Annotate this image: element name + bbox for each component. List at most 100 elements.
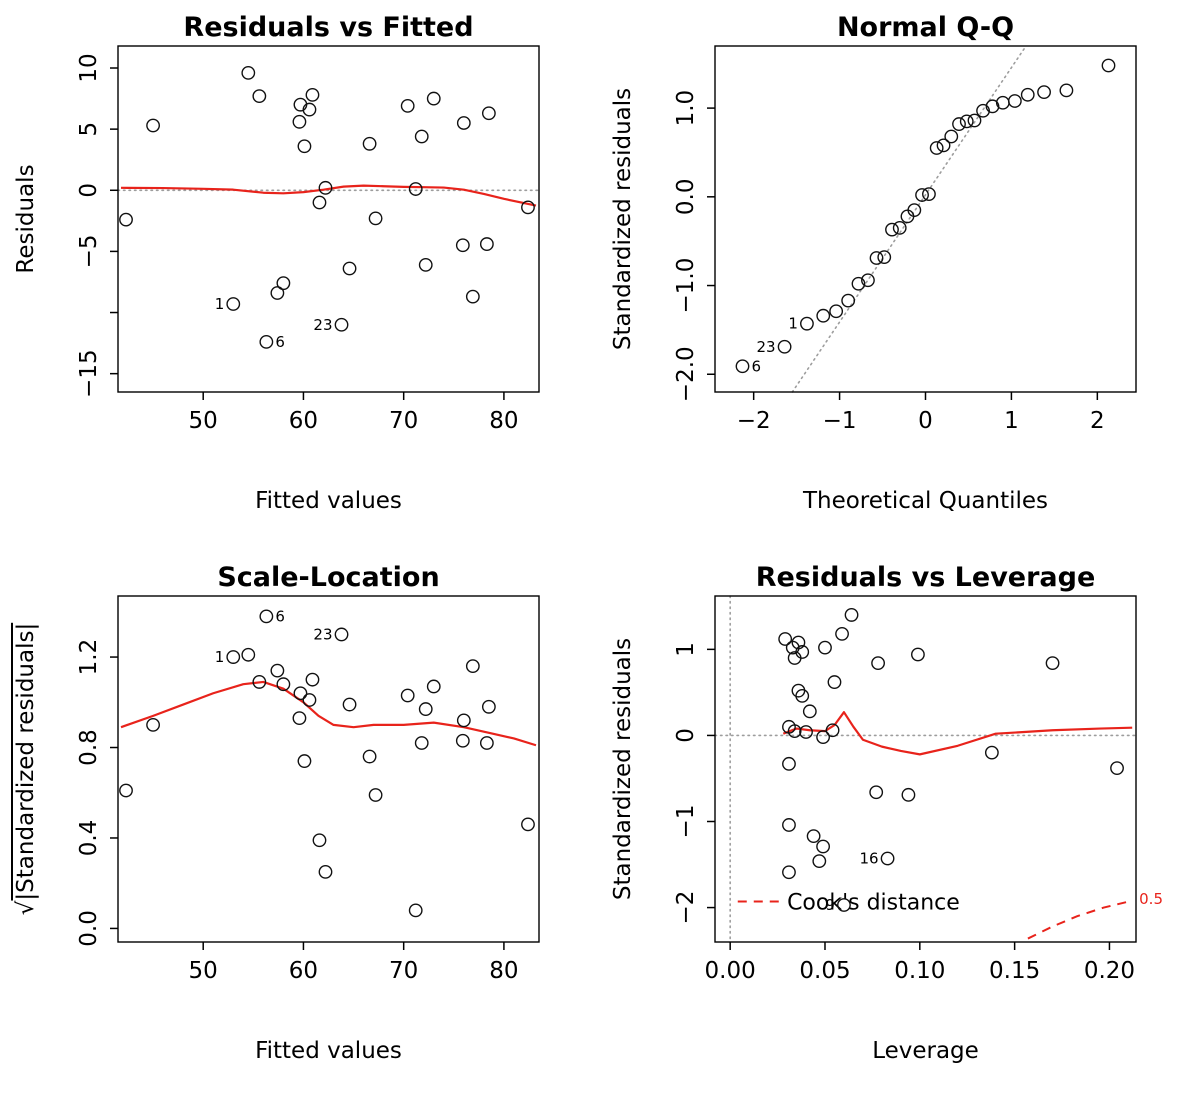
data-point xyxy=(297,139,312,154)
data-point xyxy=(293,686,308,701)
smoother-line xyxy=(782,711,1133,756)
data-point xyxy=(521,817,535,832)
data-point xyxy=(959,114,974,129)
data-point xyxy=(1020,87,1035,102)
data-point xyxy=(782,818,796,832)
y-axis-label: Residuals xyxy=(13,164,39,274)
data-point xyxy=(305,672,320,687)
y-tick-label: −1.0 xyxy=(673,258,699,314)
y-tick-label: 0.0 xyxy=(76,910,102,947)
y-axis-label: Standardized residuals xyxy=(610,87,636,351)
data-point xyxy=(907,203,922,218)
data-point xyxy=(952,117,966,131)
x-tick-label: 0 xyxy=(918,408,933,434)
data-point xyxy=(929,141,944,155)
scale-location-plot: 6 1 23 50 60 70 80 0.0 0.4 0.8 1.2 xyxy=(76,595,540,984)
data-point xyxy=(270,663,285,678)
data-point xyxy=(976,103,990,118)
data-point xyxy=(292,114,307,129)
point-label: 9 xyxy=(825,896,835,914)
x-tick-label: −1 xyxy=(823,408,857,434)
data-point xyxy=(297,754,312,768)
data-point xyxy=(318,864,333,879)
data-point xyxy=(259,334,274,349)
data-point xyxy=(877,250,892,265)
data-point xyxy=(782,756,796,771)
data-point xyxy=(408,182,423,196)
x-tick-label: −2 xyxy=(737,408,771,434)
data-point xyxy=(418,257,433,272)
sqrt-radical: √ xyxy=(13,900,39,916)
data-point xyxy=(408,903,423,918)
y-tick-label: 5 xyxy=(76,122,102,137)
data-point xyxy=(226,650,241,664)
data-point xyxy=(1007,94,1022,108)
data-point xyxy=(414,736,429,750)
chart-title: Scale-Location xyxy=(217,562,440,593)
y-tick-label: −1 xyxy=(673,805,699,839)
panel-normal-qq: 6 23 1 −2 −1 0 1 2 −2.0 −1.0 0.0 1.0 Normal Q-Q The… xyxy=(597,0,1194,550)
data-point xyxy=(984,745,999,760)
data-point xyxy=(1101,58,1116,73)
data-point xyxy=(426,91,441,106)
x-tick-label: 2 xyxy=(1090,408,1105,434)
data-point xyxy=(146,718,160,732)
point-label: 1 xyxy=(788,315,798,333)
data-point xyxy=(479,736,494,750)
data-point xyxy=(777,339,792,354)
data-point xyxy=(368,211,383,226)
data-point xyxy=(892,220,907,235)
data-point xyxy=(456,713,471,728)
x-axis-label: Fitted values xyxy=(255,488,402,514)
plot-frame xyxy=(714,45,1137,393)
x-axis-label: Leverage xyxy=(872,1038,979,1064)
y-tick-label: 0.4 xyxy=(76,820,102,857)
point-label: 1 xyxy=(215,648,225,666)
data-point xyxy=(400,99,415,113)
chart-title: Normal Q-Q xyxy=(836,12,1015,43)
data-point xyxy=(816,839,830,854)
data-point xyxy=(967,113,982,128)
data-point xyxy=(782,865,796,880)
data-point xyxy=(276,677,291,692)
x-tick-label: 70 xyxy=(389,958,418,984)
y-tick-label: 0.8 xyxy=(76,729,102,766)
panel-residuals-vs-fitted: 1 6 23 50 60 70 80 −15 −5 0 5 10 Residuals vs Fitte… xyxy=(0,0,597,550)
y-tick-label: 0 xyxy=(76,183,102,198)
data-point xyxy=(806,829,821,844)
data-point xyxy=(241,647,256,662)
chart-title: Residuals vs Fitted xyxy=(183,12,474,43)
legend-label: Cook's distance xyxy=(787,891,960,916)
data-point xyxy=(362,136,377,151)
data-point xyxy=(146,118,160,133)
y-tick-label: −15 xyxy=(76,349,102,398)
data-point xyxy=(414,129,429,144)
data-point xyxy=(318,180,333,195)
data-point xyxy=(465,659,480,674)
data-point xyxy=(869,785,884,800)
panel-scale-location: 6 1 23 50 60 70 80 0.0 0.4 0.8 1.2 Scale-Location … xyxy=(0,550,597,1101)
x-axis-label: Theoretical Quantiles xyxy=(802,488,1049,514)
y-tick-label: 10 xyxy=(76,53,102,82)
data-point xyxy=(901,787,916,802)
data-point xyxy=(837,898,851,912)
data-point xyxy=(479,237,494,251)
panel-residuals-vs-leverage: 0.5 Cook's distance 16 9 0.00 0.05 0.10 0.15 0.2… xyxy=(597,550,1194,1101)
data-point xyxy=(400,688,415,703)
x-tick-label: 50 xyxy=(189,958,218,984)
data-point xyxy=(735,359,750,374)
data-point xyxy=(802,704,817,719)
point-label: 16 xyxy=(859,850,878,868)
cooks-distance-contour xyxy=(1027,899,1133,940)
data-point xyxy=(292,711,307,726)
data-point xyxy=(778,632,793,646)
x-tick-label: 60 xyxy=(289,408,318,434)
point-label: 23 xyxy=(313,316,332,334)
data-point xyxy=(787,724,802,739)
data-point xyxy=(342,697,357,712)
x-tick-label: 70 xyxy=(389,408,418,434)
data-point xyxy=(825,723,840,738)
x-tick-label: 0.05 xyxy=(799,958,850,984)
data-point xyxy=(922,187,936,202)
